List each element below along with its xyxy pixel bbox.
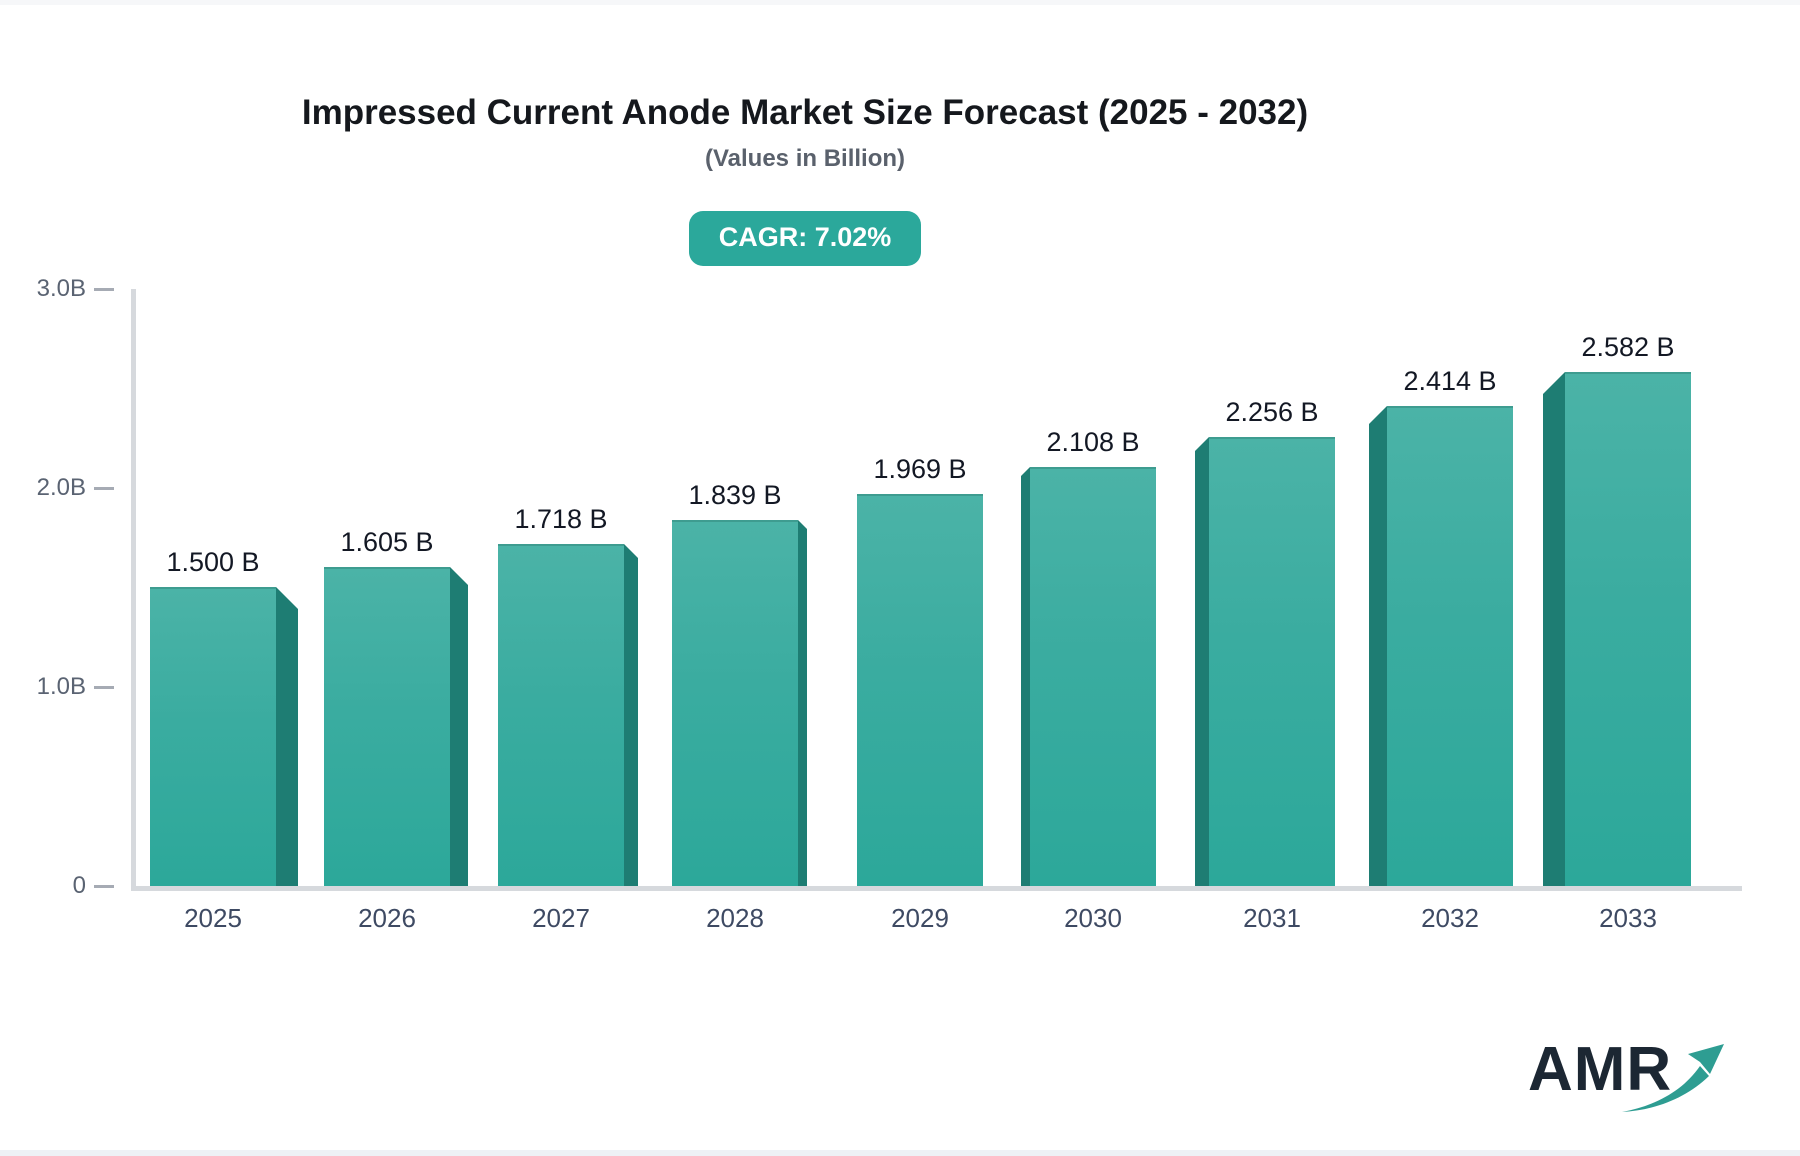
bar-3d-side [276,587,298,886]
bar-value-label: 1.605 B [340,527,434,557]
bar [150,587,276,886]
page-top-border [0,0,1800,5]
bar-value-label: 1.500 B [166,547,260,577]
x-axis-category-label: 2030 [1064,903,1122,933]
bar-value-label: 2.108 B [1046,427,1140,457]
bar [498,544,624,886]
x-axis-category-label: 2028 [706,903,764,933]
bar-3d-side [798,520,807,886]
y-axis-tick-label: 0 [72,872,86,899]
bar [857,494,983,886]
bar-3d-side [1543,372,1565,886]
chart-title: Impressed Current Anode Market Size Fore… [301,93,1309,132]
bar-value-label: 1.839 B [688,480,782,510]
y-axis-tick [94,686,114,689]
bar-3d-side [1369,406,1387,886]
bar [1209,437,1335,886]
x-axis-category-label: 2026 [358,903,416,933]
x-axis-line [131,886,1742,891]
growth-arrow-icon [1622,1044,1724,1112]
y-axis-tick [94,288,114,291]
y-axis-tick [94,487,114,490]
bar-value-label: 2.256 B [1225,397,1319,427]
x-axis-category-label: 2032 [1421,903,1479,933]
bar [672,520,798,886]
bar [1565,372,1691,886]
bar-value-label: 2.582 B [1581,332,1675,362]
bar [1030,467,1156,886]
amr-logo-text: AMR [1528,1035,1673,1104]
bar-3d-side [1021,467,1030,886]
x-axis-category-label: 2027 [532,903,590,933]
y-axis-line [131,289,136,891]
bar [1387,406,1513,886]
x-axis-category-label: 2033 [1599,903,1657,933]
chart-header: Impressed Current Anode Market Size Fore… [0,0,1610,267]
y-axis-tick-label: 1.0B [36,673,86,700]
amr-logo: AMR [1528,1026,1738,1118]
cagr-badge: CAGR: 7.02% [688,211,922,267]
bar-value-label: 1.718 B [514,504,608,534]
bar-3d-side [624,544,638,886]
x-axis-category-label: 2025 [184,903,242,933]
y-axis-tick-label: 2.0B [36,474,86,501]
x-axis-category-label: 2031 [1243,903,1301,933]
chart-subtitle: (Values in Billion) [704,145,906,173]
x-axis-category-label: 2029 [891,903,949,933]
bar-value-label: 1.969 B [873,454,967,484]
y-axis-tick [94,885,114,888]
page-bottom-border [0,1150,1800,1156]
bar-3d-side [1195,437,1209,886]
bar-value-label: 2.414 B [1403,366,1497,396]
y-axis-tick-label: 3.0B [36,275,86,302]
bar-3d-side [450,567,468,886]
bar [324,567,450,886]
